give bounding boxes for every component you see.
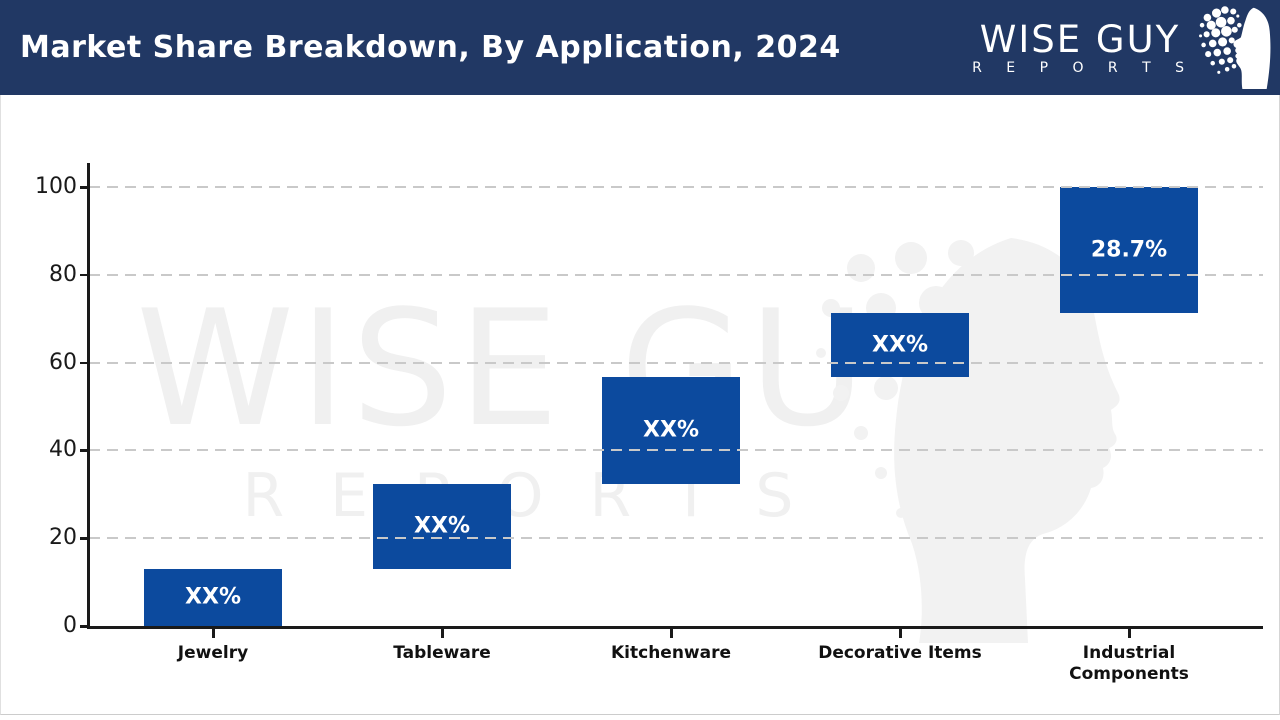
x-tick-mark <box>670 629 673 638</box>
y-axis-line <box>87 163 90 629</box>
x-category-label: Kitchenware <box>610 643 732 663</box>
waterfall-chart: 0 20 40 60 80 100 XX% Jewelry XX% Tableware XX% Kit… <box>1 95 1279 714</box>
y-tick-label: 100 <box>35 174 77 199</box>
logo-wordmark: WISE GUY R E P O R T S <box>966 21 1194 75</box>
y-tick-mark <box>80 273 89 277</box>
gridline-40 <box>89 449 1263 452</box>
dotted-head-profile-icon <box>1199 6 1271 90</box>
x-tick-mark <box>1128 629 1131 638</box>
gridline-60 <box>89 361 1263 364</box>
bar-value-label: XX% <box>414 513 470 539</box>
x-category-label: Jewelry <box>177 643 249 663</box>
y-tick-mark <box>80 449 89 452</box>
gridline-20 <box>89 537 1263 540</box>
brand-logo: WISE GUY R E P O R T S <box>966 4 1272 92</box>
y-tick-label: 40 <box>49 437 77 463</box>
x-axis-line <box>87 626 1263 629</box>
bar-kitchenware <box>602 376 740 484</box>
x-tick-mark <box>212 629 215 638</box>
logo-brand-sub: R E P O R T S <box>972 60 1194 76</box>
bar-value-label: XX% <box>643 417 699 443</box>
gridline-80 <box>89 273 1263 276</box>
header-bar: Market Share Breakdown, By Application, … <box>0 0 1280 95</box>
y-tick-label: 80 <box>49 261 77 287</box>
x-category-label: Decorative Items <box>818 643 982 663</box>
y-tick-mark <box>80 186 89 189</box>
bar-tableware <box>373 483 511 569</box>
chart-title: Market Share Breakdown, By Application, … <box>20 30 841 65</box>
bar-industrial-components <box>1060 187 1198 313</box>
bar-decorative-items <box>831 312 969 377</box>
logo-brand-name: WISE GUY <box>979 18 1181 61</box>
bar-jewelry <box>144 568 282 626</box>
bar-value-label: XX% <box>185 584 241 610</box>
y-tick-label: 0 <box>63 613 77 638</box>
bar-value-label: 28.7% <box>1090 237 1168 263</box>
y-tick-label: 20 <box>49 525 77 551</box>
gridline-100 <box>89 186 1263 188</box>
x-category-label: Industrial Components <box>1069 643 1189 684</box>
y-tick-mark <box>80 625 89 628</box>
x-tick-mark <box>899 629 902 638</box>
x-category-label: Tableware <box>393 643 491 663</box>
chart-canvas: WISE GUY REPORTS 0 20 40 60 80 100 XX% Jewelry X… <box>0 95 1280 715</box>
y-tick-label: 60 <box>49 349 77 375</box>
bar-value-label: XX% <box>872 332 928 358</box>
x-tick-mark <box>441 629 444 638</box>
y-tick-mark <box>80 537 89 540</box>
y-tick-mark <box>80 361 89 365</box>
